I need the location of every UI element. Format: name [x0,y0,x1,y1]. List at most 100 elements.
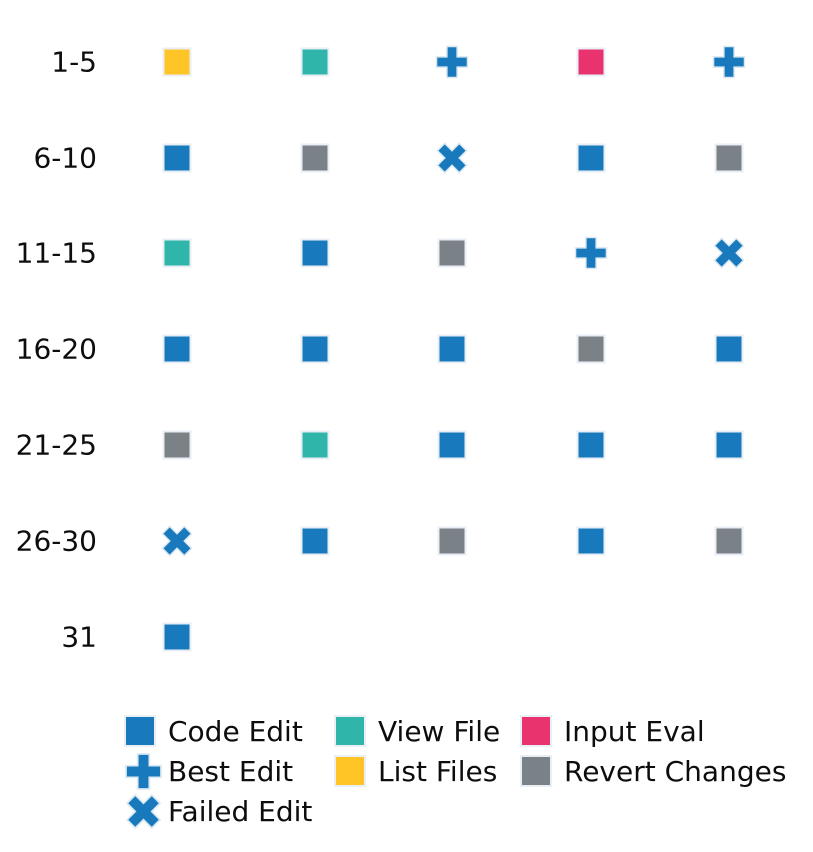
marker-cell-row5-col1 [164,432,190,458]
row-label-1-5: 1-5 [51,45,97,79]
legend-column-1: Code Edit Best Edit Failed Edit [125,711,336,831]
legend-marker-best-edit [125,752,162,790]
marker-cell-row4-col5 [716,336,742,362]
code-edit-square-marker [439,432,465,458]
legend-item-view-file: View File [336,711,522,751]
legend-item-input-eval: Input Eval [522,711,792,751]
legend-marker-list-files [336,757,370,785]
legend: Code Edit Best Edit Failed Edit View File Li… [125,711,792,831]
marker-cell-row5-col5 [716,432,742,458]
input-eval-square-marker [522,717,550,745]
legend-item-list-files: List Files [336,751,522,791]
marker-cell-row4-col3 [439,336,465,362]
legend-column-3: Input Eval Revert Changes [522,711,792,791]
row-label-21-25: 21-25 [15,428,97,462]
input-eval-square-marker [578,49,604,75]
marker-cell-row2-col3 [436,142,468,174]
code-edit-square-marker [578,528,604,554]
legend-label-best-edit: Best Edit [168,754,294,788]
revert-changes-square-marker [164,432,190,458]
view-file-square-marker [164,240,190,266]
marker-cell-row4-col4 [578,336,604,362]
marker-cell-row6-col3 [439,528,465,554]
marker-cell-row3-col5 [713,237,745,269]
code-edit-square-marker [302,240,328,266]
view-file-square-marker [336,717,364,745]
view-file-square-marker [302,432,328,458]
marker-cell-row5-col4 [578,432,604,458]
revert-changes-square-marker [439,528,465,554]
best-edit-plus-marker [435,45,469,79]
marker-cell-row5-col3 [439,432,465,458]
legend-label-view-file: View File [378,714,501,748]
code-edit-square-marker [164,145,190,171]
best-edit-plus-marker [125,752,162,790]
marker-cell-row7-col1 [164,624,190,650]
marker-cell-row5-col2 [302,432,328,458]
marker-cell-row1-col5 [712,45,746,79]
row-label-26-30: 26-30 [15,524,97,558]
revert-changes-square-marker [716,145,742,171]
legend-label-code-edit: Code Edit [168,714,303,748]
marker-cell-row1-col2 [302,49,328,75]
code-edit-square-marker [126,717,154,745]
code-edit-square-marker [302,336,328,362]
marker-cell-row3-col4 [574,236,608,270]
legend-label-list-files: List Files [378,754,498,788]
legend-marker-code-edit [126,717,160,745]
row-label-31: 31 [61,620,97,654]
list-files-square-marker [336,757,364,785]
code-edit-square-marker [164,336,190,362]
marker-cell-row3-col1 [164,240,190,266]
failed-edit-x-marker [713,237,745,269]
revert-changes-square-marker [578,336,604,362]
legend-item-best-edit: Best Edit [125,751,336,791]
row-label-16-20: 16-20 [15,332,97,366]
legend-label-revert-changes: Revert Changes [564,754,787,788]
code-edit-square-marker [164,624,190,650]
failed-edit-x-marker [161,525,193,557]
marker-cell-row4-col1 [164,336,190,362]
marker-cell-row1-col1 [164,49,190,75]
marker-cell-row1-col3 [435,45,469,79]
code-edit-square-marker [716,432,742,458]
code-edit-square-marker [302,528,328,554]
legend-item-failed-edit: Failed Edit [125,791,336,831]
marker-cell-row2-col5 [716,145,742,171]
row-label-6-10: 6-10 [33,141,97,175]
marker-cell-row6-col1 [161,525,193,557]
marker-cell-row6-col5 [716,528,742,554]
failed-edit-x-marker [125,793,162,829]
marker-cell-row2-col1 [164,145,190,171]
legend-item-revert-changes: Revert Changes [522,751,792,791]
marker-cell-row3-col3 [439,240,465,266]
code-edit-square-marker [578,145,604,171]
legend-marker-input-eval [522,717,556,745]
revert-changes-square-marker [439,240,465,266]
legend-item-code-edit: Code Edit [126,711,336,751]
marker-cell-row6-col2 [302,528,328,554]
code-edit-square-marker [716,336,742,362]
code-edit-square-marker [578,432,604,458]
revert-changes-square-marker [302,145,328,171]
marker-cell-row4-col2 [302,336,328,362]
marker-cell-row2-col4 [578,145,604,171]
failed-edit-x-marker [436,142,468,174]
best-edit-plus-marker [574,236,608,270]
legend-marker-revert-changes [522,757,556,785]
legend-marker-failed-edit [125,793,162,829]
revert-changes-square-marker [716,528,742,554]
code-edit-square-marker [439,336,465,362]
legend-label-failed-edit: Failed Edit [168,794,313,828]
revert-changes-square-marker [522,757,550,785]
marker-cell-row6-col4 [578,528,604,554]
best-edit-plus-marker [712,45,746,79]
list-files-square-marker [164,49,190,75]
marker-cell-row3-col2 [302,240,328,266]
view-file-square-marker [302,49,328,75]
marker-cell-row1-col4 [578,49,604,75]
legend-column-2: View File List Files [336,711,522,791]
legend-marker-view-file [336,717,370,745]
legend-label-input-eval: Input Eval [564,714,705,748]
